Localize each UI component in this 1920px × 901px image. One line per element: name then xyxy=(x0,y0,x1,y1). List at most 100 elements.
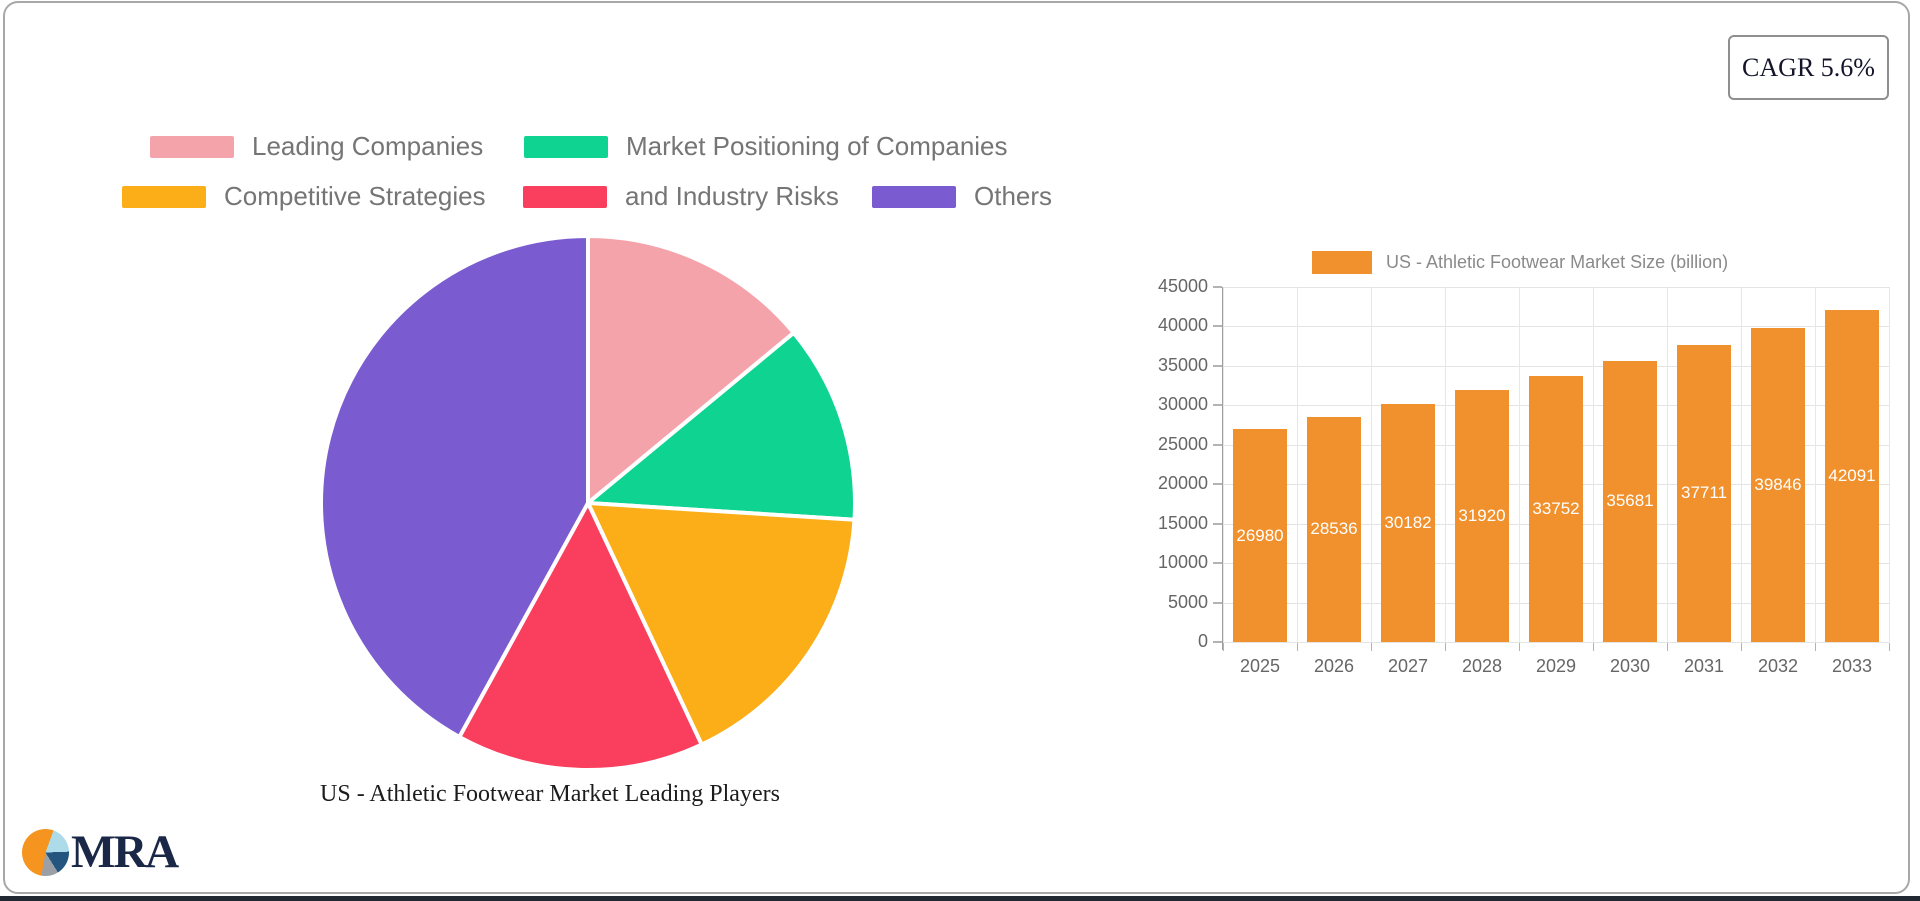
bar-2026 xyxy=(1307,416,1361,642)
x-axis-tick xyxy=(1371,643,1372,651)
x-axis-tick xyxy=(1297,643,1298,651)
bar-2028 xyxy=(1455,390,1509,642)
x-axis-tick xyxy=(1815,643,1816,651)
bottom-divider xyxy=(0,896,1920,901)
pie-legend-label: Others xyxy=(974,181,1053,211)
pie-legend-label: and Industry Risks xyxy=(625,181,839,211)
pie-slice xyxy=(319,234,590,739)
pie-legend-item: Market Positioning of Companies xyxy=(524,131,1008,162)
x-axis-tick xyxy=(1223,643,1224,651)
x-axis-label: 2026 xyxy=(1313,656,1355,676)
pie-legend-item: Leading Companies xyxy=(150,131,483,162)
bar-chart-plot-area: 26980 28536 30182 31920 33752 35681 37711 39846… xyxy=(1223,287,1890,643)
pie-legend-swatch xyxy=(872,185,956,208)
pie-chart xyxy=(319,234,857,772)
gridline xyxy=(1889,287,1890,642)
pie-slice xyxy=(457,501,704,772)
x-axis-label: 2032 xyxy=(1757,656,1799,676)
bar-value-label: 30182 xyxy=(1384,512,1432,532)
pie-legend-swatch xyxy=(523,185,607,208)
y-axis-label: 35000 xyxy=(1157,354,1208,375)
gridline xyxy=(1445,287,1446,642)
x-axis-label: 2030 xyxy=(1609,656,1651,676)
gridline xyxy=(1297,287,1298,642)
bar-value-label: 31920 xyxy=(1458,506,1506,526)
mra-logo-text: MRA xyxy=(71,826,179,878)
x-axis-tick xyxy=(1667,643,1668,651)
gridline xyxy=(1223,287,1889,288)
bar-2030 xyxy=(1603,360,1657,642)
y-axis-label: 15000 xyxy=(1157,512,1208,533)
bar-value-label: 37711 xyxy=(1680,483,1727,503)
x-axis-tick xyxy=(1741,643,1742,651)
gridline xyxy=(1519,287,1520,642)
report-card xyxy=(3,1,1910,894)
gridline xyxy=(1741,287,1742,642)
gridline xyxy=(1815,287,1816,642)
pie-legend-swatch xyxy=(150,135,234,158)
bar-legend-swatch xyxy=(1312,251,1372,274)
y-axis-tick xyxy=(1213,443,1222,446)
y-axis-label: 30000 xyxy=(1157,394,1208,415)
x-axis-label: 2027 xyxy=(1387,656,1429,676)
bar-value-label: 33752 xyxy=(1532,498,1580,518)
pie-legend-label: Competitive Strategies xyxy=(224,181,486,211)
pie-slice xyxy=(586,330,857,522)
bar-2029 xyxy=(1529,375,1583,642)
mra-logo: MRA xyxy=(22,826,179,878)
x-axis-tick xyxy=(1593,643,1594,651)
pie-legend-label: Market Positioning of Companies xyxy=(626,131,1008,161)
gridline xyxy=(1371,287,1372,642)
pie-legend-item: and Industry Risks xyxy=(523,181,839,212)
x-axis-label: 2025 xyxy=(1239,656,1281,676)
bar-legend-label: US - Athletic Footwear Market Size (bill… xyxy=(1386,252,1729,272)
gridline xyxy=(1667,287,1668,642)
bar-2025 xyxy=(1233,429,1287,642)
y-axis-label: 25000 xyxy=(1157,433,1208,454)
bar-2032 xyxy=(1751,327,1805,642)
x-axis-label: 2029 xyxy=(1535,656,1577,676)
gridline xyxy=(1223,326,1889,328)
pie-legend-label: Leading Companies xyxy=(252,131,484,161)
y-axis-tick xyxy=(1213,325,1222,328)
pie-chart-title: US - Athletic Footwear Market Leading Pl… xyxy=(320,781,780,807)
x-axis-label: 2033 xyxy=(1831,656,1873,676)
bar-value-label: 42091 xyxy=(1828,465,1876,485)
bar-value-label: 28536 xyxy=(1310,519,1358,539)
y-axis-tick xyxy=(1213,522,1222,525)
pie-slice xyxy=(586,234,796,505)
y-axis-label: 45000 xyxy=(1157,276,1208,296)
pie-legend-swatch xyxy=(524,135,608,158)
y-axis-tick xyxy=(1213,483,1222,486)
bar-2027 xyxy=(1381,403,1435,642)
pie-slice xyxy=(586,501,857,747)
y-axis-label: 5000 xyxy=(1167,591,1208,612)
x-axis-tick xyxy=(1889,643,1890,651)
y-axis-tick xyxy=(1213,641,1222,643)
mra-logo-pie-icon xyxy=(22,829,69,876)
pie-legend-item: Competitive Strategies xyxy=(122,181,486,212)
pie-legend-item: Others xyxy=(872,181,1052,212)
y-axis-label: 40000 xyxy=(1157,315,1208,336)
y-axis-label: 10000 xyxy=(1157,552,1208,573)
x-axis-label: 2028 xyxy=(1461,656,1503,676)
y-axis-tick xyxy=(1213,601,1222,604)
bar-value-label: 39846 xyxy=(1754,474,1802,494)
bar-legend: US - Athletic Footwear Market Size (bill… xyxy=(1312,251,1728,274)
gridline xyxy=(1223,287,1224,642)
y-axis-tick xyxy=(1213,562,1222,565)
bar-2031 xyxy=(1677,344,1731,642)
gridline xyxy=(1223,642,1889,643)
cagr-badge: CAGR 5.6% xyxy=(1728,35,1889,100)
x-axis-label: 2031 xyxy=(1683,656,1725,676)
y-axis-tick xyxy=(1213,364,1222,367)
pie-legend-swatch xyxy=(122,185,206,208)
bar-2033 xyxy=(1825,309,1879,642)
y-axis-label: 0 xyxy=(1197,631,1208,651)
x-axis-tick xyxy=(1445,643,1446,651)
gridline xyxy=(1223,365,1889,367)
y-axis-tick xyxy=(1213,404,1222,407)
x-axis-tick xyxy=(1519,643,1520,651)
y-axis-tick xyxy=(1213,286,1222,288)
